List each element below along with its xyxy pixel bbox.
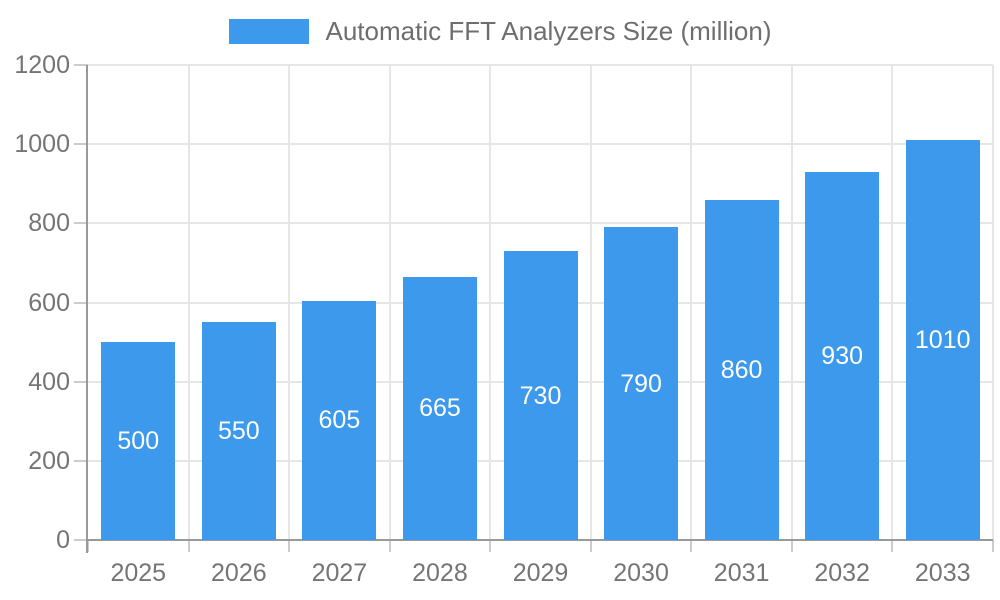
v-gridline: [589, 65, 592, 540]
bar[interactable]: [604, 227, 679, 540]
legend-swatch-icon: [228, 18, 309, 44]
bar[interactable]: [905, 140, 980, 540]
h-gridline: [88, 143, 993, 146]
v-gridline: [690, 65, 693, 540]
bar-value-label: 730: [519, 381, 562, 410]
y-tick-label: 600: [28, 288, 70, 317]
v-gridline: [790, 65, 793, 540]
y-tick-mark: [74, 459, 88, 462]
x-tick-label: 2033: [914, 559, 971, 587]
x-axis-line: [88, 539, 993, 541]
y-tick-label: 800: [28, 209, 70, 238]
x-tick-mark: [87, 540, 89, 552]
legend[interactable]: Automatic FFT Analyzers Size (million): [0, 17, 1000, 45]
y-tick-mark: [74, 143, 88, 146]
h-gridline: [88, 64, 993, 66]
bar-value-label: 550: [217, 417, 260, 446]
y-tick-label: 1200: [14, 51, 70, 79]
y-tick-mark: [74, 64, 88, 66]
legend-label: Automatic FFT Analyzers Size (million): [325, 16, 772, 46]
x-tick-label: 2032: [814, 559, 870, 587]
bar[interactable]: [302, 300, 377, 540]
y-tick-mark: [74, 539, 88, 541]
x-tick-mark: [589, 540, 592, 552]
x-tick-label: 2027: [311, 559, 368, 587]
y-tick-label: 0: [56, 526, 70, 554]
v-gridline: [288, 65, 291, 540]
x-tick-mark: [187, 540, 190, 552]
v-gridline: [891, 65, 894, 540]
bar[interactable]: [101, 342, 176, 540]
x-tick-mark: [690, 540, 693, 552]
y-tick-mark: [74, 222, 88, 225]
bar-value-label: 930: [821, 341, 864, 370]
bar-value-label: 500: [117, 427, 160, 456]
x-tick-label: 2031: [713, 559, 770, 587]
v-gridline: [187, 65, 190, 540]
h-gridline: [88, 222, 993, 225]
y-tick-label: 200: [28, 446, 70, 475]
bar-value-label: 790: [620, 369, 662, 398]
x-tick-label: 2030: [613, 559, 669, 587]
x-tick-label: 2028: [412, 559, 468, 587]
x-tick-mark: [288, 540, 291, 552]
x-tick-label: 2026: [211, 559, 267, 587]
bar-value-label: 860: [720, 355, 763, 384]
y-axis-line: [86, 65, 88, 553]
bar-value-label: 605: [318, 406, 361, 435]
x-tick-label: 2029: [512, 559, 569, 587]
v-gridline: [388, 65, 391, 540]
y-tick-label: 1000: [14, 130, 70, 159]
y-tick-label: 400: [28, 367, 70, 396]
x-tick-mark: [891, 540, 894, 552]
v-gridline: [992, 65, 994, 540]
bar[interactable]: [704, 199, 779, 540]
bar[interactable]: [503, 251, 578, 540]
y-tick-mark: [74, 380, 88, 383]
bar-value-label: 1010: [914, 326, 971, 355]
x-tick-mark: [790, 540, 793, 552]
v-gridline: [489, 65, 492, 540]
bar[interactable]: [805, 171, 880, 540]
x-tick-mark: [992, 540, 994, 552]
x-tick-mark: [388, 540, 391, 552]
bar[interactable]: [402, 276, 477, 540]
x-tick-mark: [489, 540, 492, 552]
y-tick-mark: [74, 301, 88, 304]
bar-value-label: 665: [419, 394, 461, 423]
x-tick-label: 2025: [110, 559, 167, 587]
bar[interactable]: [201, 322, 276, 540]
